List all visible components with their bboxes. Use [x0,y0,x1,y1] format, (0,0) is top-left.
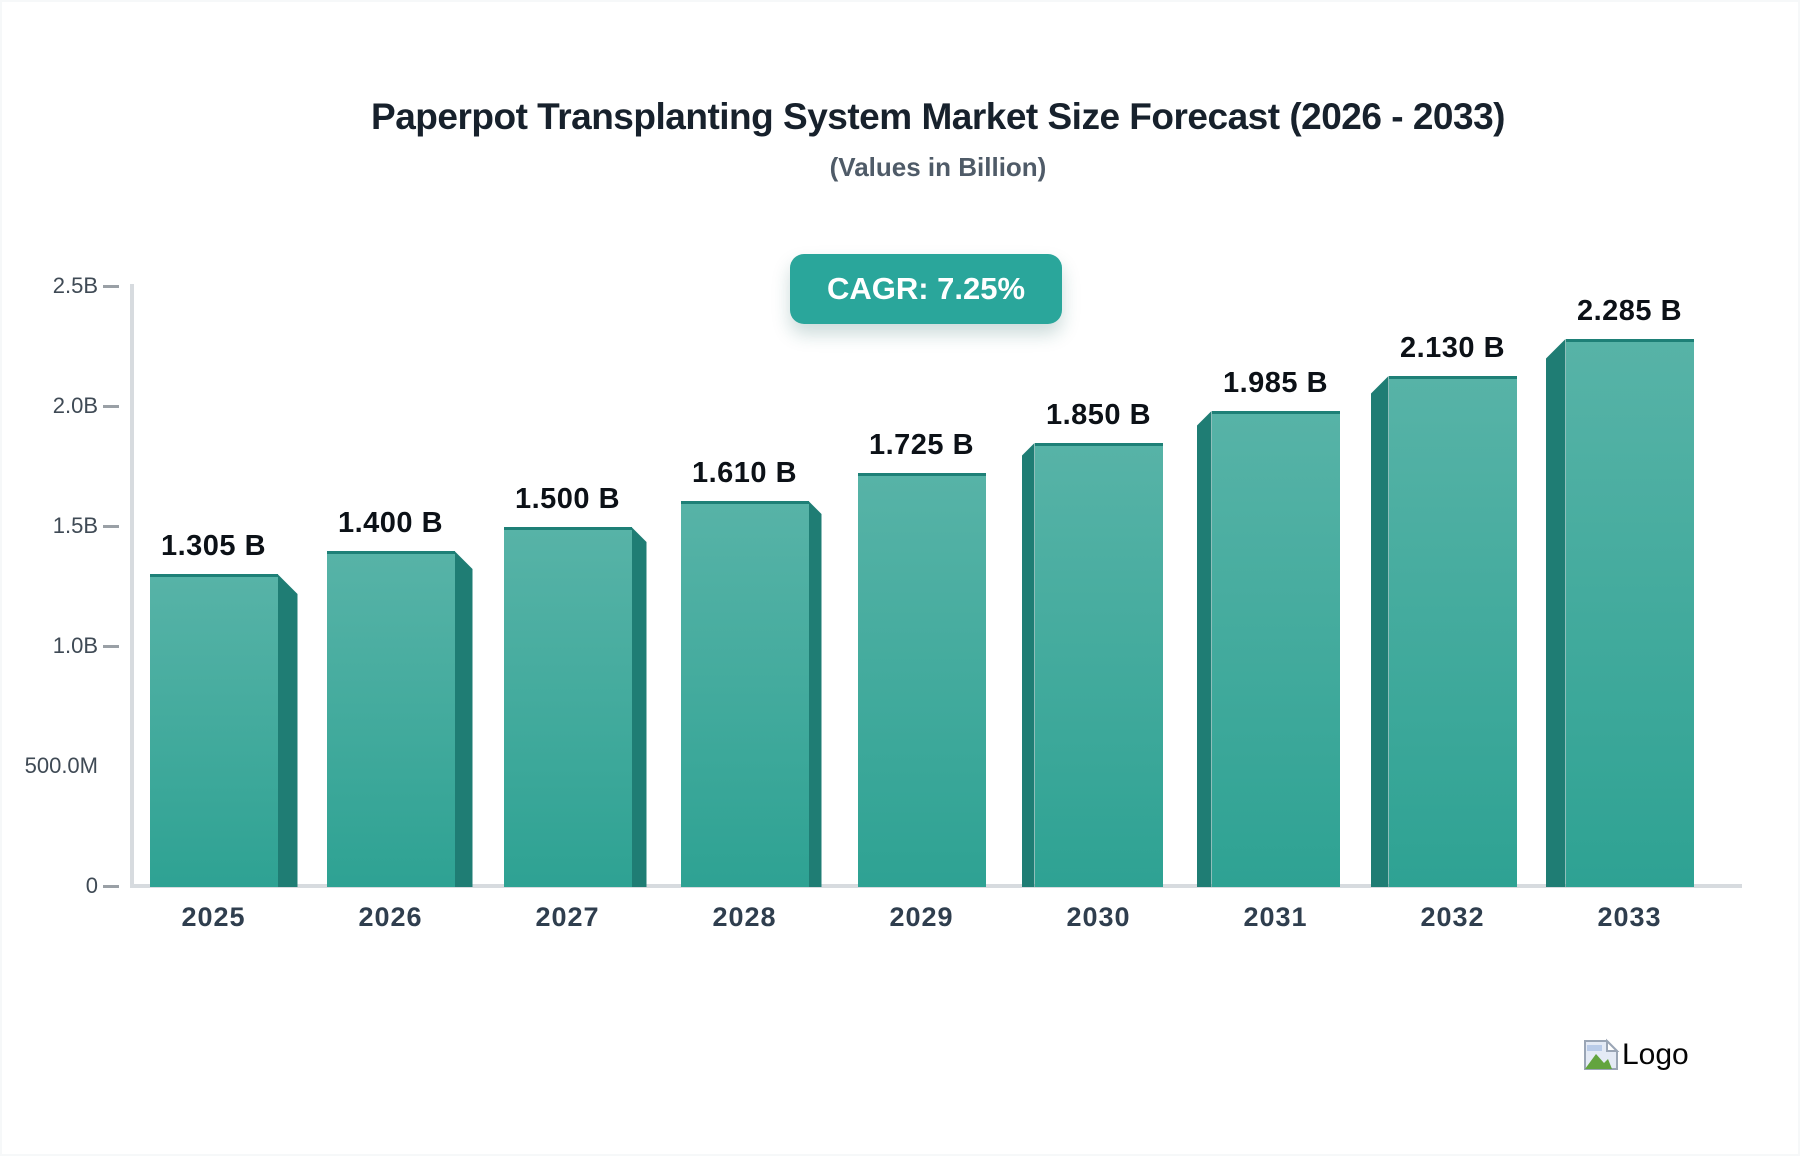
y-axis-tick-dash [103,885,119,888]
broken-image-icon [1584,1038,1620,1070]
chart-subtitle: (Values in Billion) [829,152,1047,182]
bar-side-face [277,574,298,887]
bar-side-face [1196,411,1212,887]
y-axis-tick-dash [103,645,119,648]
bar-2025 [149,574,298,887]
bar-side-face [1545,339,1566,887]
bar-front-face [503,527,632,887]
y-axis-tick-dash [103,405,119,408]
bar-value-label: 1.305 B [160,530,267,562]
bar-side-face [631,527,647,887]
bar-value-label: 1.500 B [514,483,621,515]
bar-2027 [503,527,647,887]
x-axis-label: 2032 [1420,902,1485,932]
bar-value-label: 1.610 B [691,457,798,489]
logo: Logo [1582,1036,1689,1074]
y-axis-tick-label: 1.5B [52,513,98,538]
bar-front-face [1388,376,1517,887]
x-axis-label: 2033 [1597,902,1662,932]
bar-2031 [1196,411,1340,887]
bar-front-face [149,574,278,887]
x-axis-label: 2030 [1066,902,1131,932]
bar-value-label: 2.130 B [1399,332,1506,364]
bar-2030 [1021,443,1163,887]
bar-value-label: 2.285 B [1576,295,1683,327]
logo-alt-text: Logo [1622,1038,1689,1071]
bar-side-face [454,551,473,887]
x-axis-label: 2029 [889,902,954,932]
bar-2033 [1545,339,1694,887]
bar-front-face [857,473,986,887]
chart-title: Paperpot Transplanting System Market Siz… [371,96,1505,137]
bar-value-label: 1.400 B [337,507,444,539]
bar-side-face [1370,376,1389,887]
bar-side-face [808,501,822,887]
bar-2026 [326,551,473,887]
bar-front-face [326,551,455,887]
bar-side-face [1021,443,1035,887]
bar-value-label: 1.725 B [868,429,975,461]
bar-front-face [1211,411,1340,887]
y-axis-tick-label: 500.0M [24,753,98,778]
bar-2028 [680,501,822,887]
x-axis-label: 2031 [1243,902,1308,932]
y-axis-line [130,284,134,888]
y-axis-tick-label: 2.5B [52,273,98,298]
x-axis-label: 2025 [181,902,246,932]
cagr-badge: CAGR: 7.25% [790,254,1062,324]
bar-value-label: 1.985 B [1222,367,1329,399]
y-axis-tick-label: 2.0B [52,393,98,418]
bar-front-face [1565,339,1694,887]
y-axis-tick-dash [103,525,119,528]
x-axis-label: 2026 [358,902,423,932]
bar-value-label: 1.850 B [1045,399,1152,431]
bar-front-face [1034,443,1163,887]
x-axis-label: 2027 [535,902,600,932]
y-axis-tick-label: 1.0B [52,633,98,658]
cagr-badge-label: CAGR: 7.25% [826,271,1026,306]
x-axis-label: 2028 [712,902,777,932]
bar-2029 [857,473,986,887]
bar-front-face [680,501,809,887]
y-axis-tick-dash [103,285,119,288]
bar-2032 [1370,376,1517,887]
y-axis-tick-label: 0 [85,873,98,898]
